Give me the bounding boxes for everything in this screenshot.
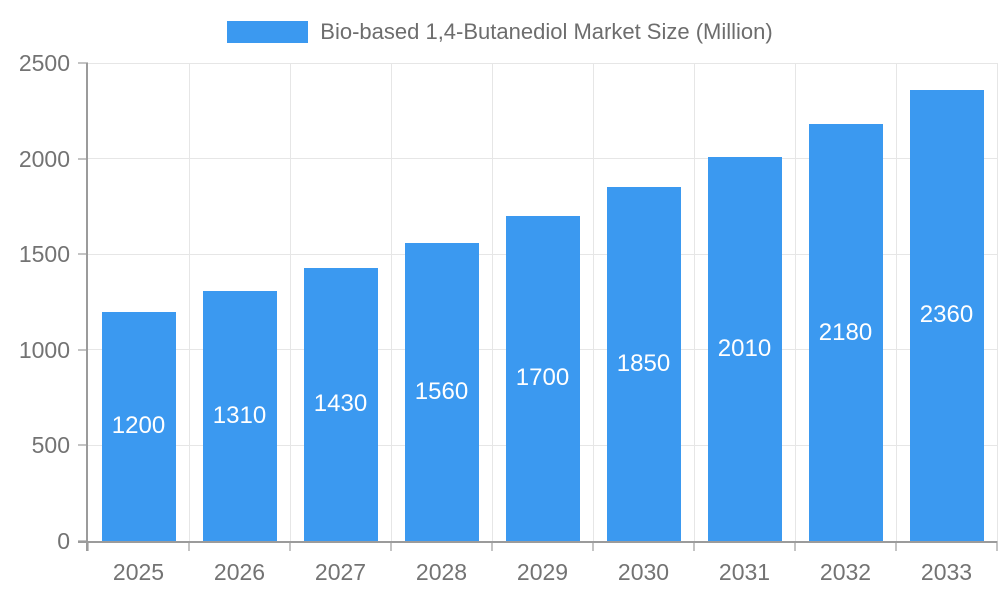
grid-line-v bbox=[188, 63, 190, 541]
bar[interactable] bbox=[202, 290, 277, 541]
grid-line-v bbox=[693, 63, 695, 541]
bar[interactable] bbox=[101, 311, 176, 541]
y-axis-tick bbox=[78, 444, 88, 447]
x-axis-tick bbox=[87, 541, 89, 551]
x-axis-tick bbox=[592, 541, 594, 551]
grid-line-v bbox=[895, 63, 897, 541]
x-tick-label: 2025 bbox=[112, 559, 165, 585]
grid-line-v bbox=[996, 63, 998, 541]
bar[interactable] bbox=[707, 156, 782, 541]
y-axis-tick bbox=[78, 62, 88, 64]
x-axis-tick bbox=[390, 541, 392, 551]
y-axis-line bbox=[86, 63, 88, 551]
y-tick-label: 0 bbox=[57, 528, 70, 554]
bar-value-label: 2360 bbox=[919, 301, 974, 329]
bar[interactable] bbox=[404, 242, 479, 541]
x-axis-tick bbox=[996, 541, 998, 551]
x-tick-label: 2033 bbox=[920, 559, 973, 585]
y-tick-label: 2500 bbox=[18, 50, 70, 76]
bar-value-label: 1850 bbox=[616, 350, 671, 378]
bar-value-label: 1430 bbox=[313, 390, 368, 418]
legend-swatch bbox=[227, 21, 309, 43]
x-tick-label: 2029 bbox=[516, 559, 569, 585]
bar-value-label: 1560 bbox=[414, 377, 469, 405]
grid-line-v bbox=[491, 63, 493, 541]
x-tick-label: 2026 bbox=[213, 559, 266, 585]
x-axis-tick bbox=[491, 541, 493, 551]
x-tick-label: 2030 bbox=[617, 559, 670, 585]
bar[interactable] bbox=[606, 187, 681, 541]
bar[interactable] bbox=[505, 215, 580, 541]
y-tick-label: 500 bbox=[31, 432, 70, 459]
x-tick-label: 2028 bbox=[415, 559, 468, 585]
bar-value-label: 2010 bbox=[717, 334, 772, 362]
y-tick-label: 2000 bbox=[18, 145, 70, 172]
x-tick-label: 2031 bbox=[718, 559, 771, 585]
bar[interactable] bbox=[808, 124, 883, 541]
y-axis-tick bbox=[78, 253, 88, 256]
bar-value-label: 1200 bbox=[111, 412, 166, 440]
bar[interactable] bbox=[303, 267, 378, 541]
y-axis-tick bbox=[78, 157, 88, 160]
x-tick-label: 2032 bbox=[819, 559, 872, 585]
grid-line-v bbox=[390, 63, 392, 541]
y-tick-label: 1500 bbox=[18, 241, 70, 268]
x-tick-label: 2027 bbox=[314, 559, 367, 585]
bar[interactable] bbox=[909, 89, 984, 541]
x-axis-tick bbox=[188, 541, 190, 551]
bar-value-label: 2180 bbox=[818, 318, 873, 346]
grid-line-v bbox=[592, 63, 594, 541]
bar-value-label: 1310 bbox=[212, 401, 267, 429]
x-axis-line bbox=[78, 541, 997, 543]
x-axis-tick bbox=[289, 541, 291, 551]
bar-value-label: 1700 bbox=[515, 364, 570, 392]
y-tick-label: 1000 bbox=[18, 336, 70, 363]
legend[interactable]: Bio-based 1,4-Butanediol Market Size (Mi… bbox=[0, 19, 1000, 45]
grid-line-v bbox=[289, 63, 291, 541]
y-axis-tick bbox=[78, 348, 88, 351]
x-axis-tick bbox=[693, 541, 695, 551]
legend-label: Bio-based 1,4-Butanediol Market Size (Mi… bbox=[320, 19, 773, 44]
grid-line-h bbox=[88, 62, 997, 64]
grid-line-v bbox=[794, 63, 796, 541]
x-axis-tick bbox=[895, 541, 897, 551]
x-axis-tick bbox=[794, 541, 796, 551]
grid-line-h bbox=[88, 158, 997, 160]
